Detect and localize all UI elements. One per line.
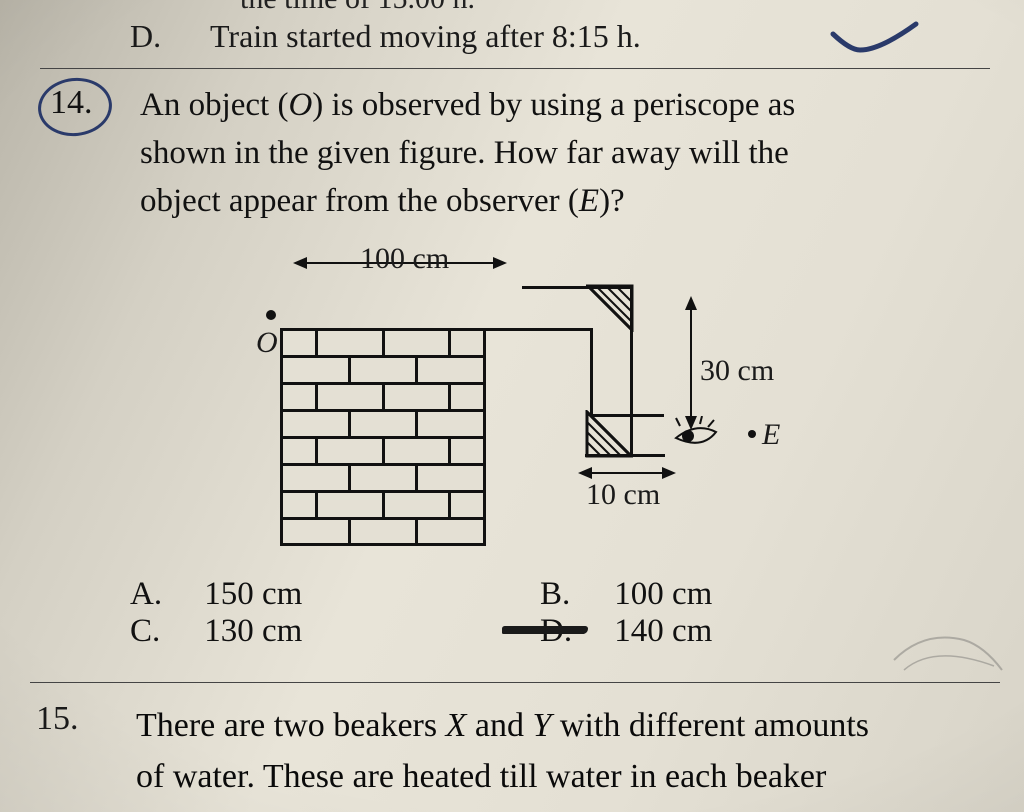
object-O-dot-icon xyxy=(266,310,276,320)
brick-wall-icon xyxy=(280,328,486,546)
option-value: 100 cm xyxy=(614,576,712,612)
dim-30-label: 30 cm xyxy=(700,354,774,388)
option-value: 140 cm xyxy=(614,613,712,649)
q14-text-2: shown in the given figure. How far away … xyxy=(140,135,789,171)
divider-line xyxy=(40,68,990,69)
observer-E-dot-icon xyxy=(748,430,756,438)
q15-prompt: There are two beakers X and Y with diffe… xyxy=(136,700,1006,802)
q15-text-2: of water. These are heated till water in… xyxy=(136,758,826,795)
q14-text-3: object appear from the observer ( xyxy=(140,183,579,219)
paper-scratch-icon xyxy=(884,620,1004,680)
q14-E-symbol: E xyxy=(579,183,599,219)
dim-10-label: 10 cm xyxy=(586,478,660,512)
mirror-bottom-icon xyxy=(585,410,633,458)
q13-option-D-letter: D. xyxy=(130,18,161,55)
eye-icon xyxy=(672,416,732,460)
prev-line-fragment: the time of 15.00 h. xyxy=(240,0,475,16)
object-O-label: O xyxy=(256,326,278,360)
q15-text-1c: with different amounts xyxy=(551,707,869,744)
dim-100-label: 100 cm xyxy=(360,242,449,276)
checkmark-pen-icon xyxy=(830,20,920,56)
periscope-edge xyxy=(590,328,593,414)
option-letter: B. xyxy=(540,576,606,613)
q15-Y-symbol: Y xyxy=(532,707,551,744)
q14-option-A: A. 150 cm xyxy=(130,576,540,613)
q14-text-1b: ) is observed by using a periscope as xyxy=(312,87,795,123)
observer-E-label: E xyxy=(762,418,780,452)
option-letter: C. xyxy=(130,613,196,650)
q14-number: 14. xyxy=(50,84,93,122)
q14-figure: 100 cm O xyxy=(190,238,810,558)
q15-text-1b: and xyxy=(466,707,532,744)
q14-option-C: C. 130 cm xyxy=(130,613,540,650)
dim-30-line xyxy=(690,308,692,418)
option-letter: A. xyxy=(130,576,196,613)
q13-option-D-text: Train started moving after 8:15 h. xyxy=(210,18,641,55)
q14-text-1: An object ( xyxy=(140,87,288,123)
q15-text-1a: There are two beakers xyxy=(136,707,446,744)
dim-10-line xyxy=(590,472,664,474)
q15-X-symbol: X xyxy=(446,707,467,744)
mirror-top-icon xyxy=(586,284,634,332)
q14-prompt: An object (O) is observed by using a per… xyxy=(140,82,990,226)
option-D-pen-mark-icon xyxy=(502,626,588,634)
periscope-edge xyxy=(486,328,592,331)
q14-O-symbol: O xyxy=(288,87,312,123)
divider-line xyxy=(30,682,1000,683)
q14-text-3b: )? xyxy=(599,183,625,219)
option-value: 130 cm xyxy=(204,613,302,649)
q15-number: 15. xyxy=(36,700,79,738)
q14-option-B: B. 100 cm xyxy=(540,576,950,613)
option-value: 150 cm xyxy=(204,576,302,612)
q14-options: A. 150 cm B. 100 cm C. 130 cm D. 140 cm xyxy=(130,576,980,650)
